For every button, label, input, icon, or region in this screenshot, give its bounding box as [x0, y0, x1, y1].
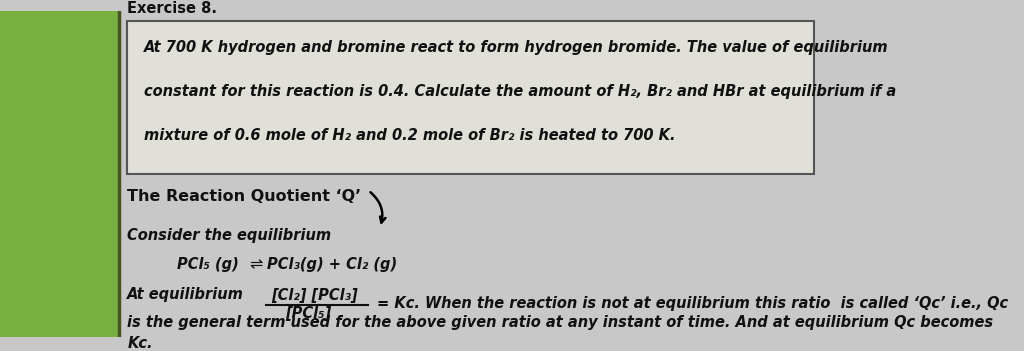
Text: is the general term used for the above given ratio at any instant of time. And a: is the general term used for the above g…	[127, 314, 993, 330]
Text: At 700 K hydrogen and bromine react to form hydrogen bromide. The value of equil: At 700 K hydrogen and bromine react to f…	[144, 40, 889, 55]
Text: The Reaction Quotient ‘Q’: The Reaction Quotient ‘Q’	[127, 189, 361, 204]
Text: mixture of 0.6 mole of H₂ and 0.2 mole of Br₂ is heated to 700 K.: mixture of 0.6 mole of H₂ and 0.2 mole o…	[144, 128, 676, 144]
Text: ⇌: ⇌	[249, 257, 262, 272]
Text: At equilibrium: At equilibrium	[127, 287, 245, 302]
Text: = Kᴄ. When the reaction is not at equilibrium this ratio  is called ‘Qᴄ’ i.e., Q: = Kᴄ. When the reaction is not at equili…	[378, 296, 1009, 311]
Text: PCl₅ (g): PCl₅ (g)	[177, 257, 239, 272]
Text: constant for this reaction is 0.4. Calculate the amount of H₂, Br₂ and HBr at eq: constant for this reaction is 0.4. Calcu…	[144, 84, 896, 99]
Text: [Cl₂] [PCl₃]: [Cl₂] [PCl₃]	[271, 288, 358, 303]
Text: PCl₃(g) + Cl₂ (g): PCl₃(g) + Cl₂ (g)	[267, 257, 397, 272]
Text: [PCl₅]: [PCl₅]	[286, 306, 332, 322]
Text: Exercise 8.: Exercise 8.	[127, 1, 217, 16]
Text: Consider the equilibrium: Consider the equilibrium	[127, 228, 332, 243]
FancyBboxPatch shape	[127, 21, 814, 174]
FancyBboxPatch shape	[0, 11, 119, 337]
Text: Kᴄ.: Kᴄ.	[127, 336, 153, 351]
